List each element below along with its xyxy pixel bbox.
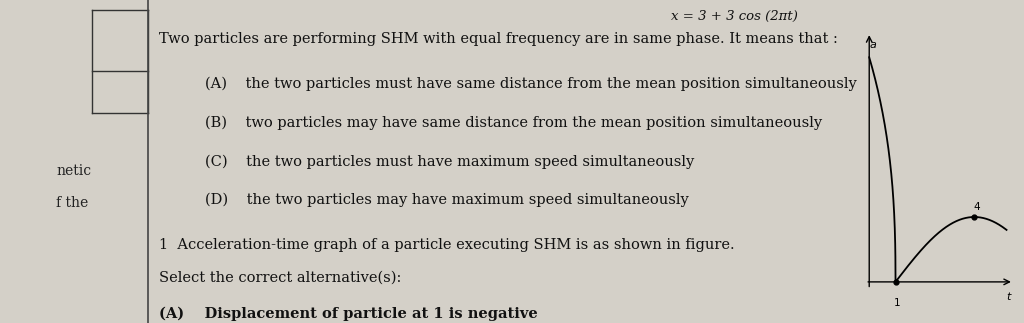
Text: x = 3 + 3 cos (2πt): x = 3 + 3 cos (2πt) <box>671 10 798 23</box>
Text: (B)    two particles may have same distance from the mean position simultaneousl: (B) two particles may have same distance… <box>205 116 822 130</box>
Text: (A)    the two particles must have same distance from the mean position simultan: (A) the two particles must have same dis… <box>205 77 856 91</box>
Text: f the: f the <box>56 196 88 211</box>
Text: 1: 1 <box>894 298 900 308</box>
Text: netic: netic <box>56 164 91 178</box>
Text: Select the correct alternative(s):: Select the correct alternative(s): <box>159 271 401 285</box>
Text: a: a <box>869 40 877 50</box>
Text: (C)    the two particles must have maximum speed simultaneously: (C) the two particles must have maximum … <box>205 154 694 169</box>
Text: (D)    the two particles may have maximum speed simultaneously: (D) the two particles may have maximum s… <box>205 193 688 207</box>
Text: t: t <box>1007 292 1011 302</box>
Text: 4: 4 <box>974 202 980 212</box>
Text: (A)    Displacement of particle at 1 is negative: (A) Displacement of particle at 1 is neg… <box>159 306 538 320</box>
Text: Two particles are performing SHM with equal frequency are in same phase. It mean: Two particles are performing SHM with eq… <box>159 32 838 46</box>
Text: 1  Acceleration-time graph of a particle executing SHM is as shown in figure.: 1 Acceleration-time graph of a particle … <box>159 238 734 253</box>
